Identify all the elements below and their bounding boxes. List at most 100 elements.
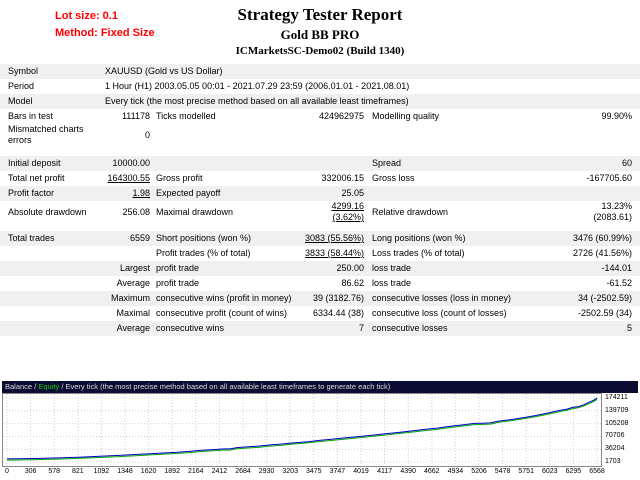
row-value: 3833 (58.44%)	[304, 248, 364, 258]
chart-x-axis: 0 306 578 821 1092 1348 1620 1892 2164 2412 2684 29…	[2, 467, 638, 478]
row-value: 99.90%	[601, 111, 632, 121]
row-label: Loss trades (% of total)	[372, 248, 465, 258]
annotation-overlay: Lot size: 0.1 Method: Fixed Size	[55, 8, 155, 42]
row-label: Initial deposit	[8, 158, 61, 168]
table-row-maximal-consecutive: Maximal consecutive profit (count of win…	[0, 306, 640, 321]
x-axis-label: 2164	[188, 468, 204, 475]
spacer	[0, 146, 640, 156]
row-value: 4299.16 (3.62%)	[331, 201, 364, 222]
table-row-total-trades: Total trades 6559 Short positions (won %…	[0, 231, 640, 246]
row-value: 34 (-2502.59)	[577, 293, 632, 303]
row-value: 6559	[129, 233, 150, 243]
row-label: Maximal	[116, 308, 150, 318]
row-value: 250.00	[336, 263, 364, 273]
x-axis-label: 6023	[542, 468, 558, 475]
row-label: Expected payoff	[156, 188, 221, 198]
table-row-maximum-consecutive: Maximum consecutive wins (profit in mone…	[0, 291, 640, 306]
table-row-period: Period 1 Hour (H1) 2003.05.05 00:01 - 20…	[0, 79, 640, 94]
row-label: profit trade	[156, 263, 200, 273]
chart-body: 174211 139709 105208 70706 36204 1703	[2, 393, 638, 467]
row-label: Model	[8, 96, 33, 106]
row-label: Absolute drawdown	[8, 206, 87, 217]
row-value: 39 (3182.76)	[312, 293, 364, 303]
table-row-largest: Largest profit trade 250.00 loss trade -…	[0, 261, 640, 276]
row-value: 1 Hour (H1) 2003.05.05 00:01 - 2021.07.2…	[105, 81, 410, 91]
row-value: 332006.15	[321, 173, 364, 183]
row-value: 7	[358, 323, 364, 333]
x-axis-label: 1892	[164, 468, 180, 475]
y-axis-label: 1703	[605, 458, 621, 465]
x-axis-label: 3203	[282, 468, 298, 475]
row-label: consecutive losses	[372, 323, 448, 333]
x-axis-label: 4117	[377, 468, 393, 475]
balance-chart: Balance / Equity / Every tick (the most …	[2, 381, 638, 478]
x-axis-label: 1348	[117, 468, 133, 475]
row-label: Mismatched charts errors	[8, 124, 84, 145]
ea-name: Gold BB PRO	[280, 27, 360, 42]
row-value: 2726 (41.56%)	[572, 248, 632, 258]
table-row-net-profit: Total net profit 164300.55 Gross profit …	[0, 171, 640, 186]
chart-svg	[3, 394, 601, 466]
row-value: 1.98	[132, 188, 150, 198]
row-label: Short positions (won %)	[156, 233, 252, 243]
table-row-model: Model Every tick (the most precise metho…	[0, 94, 640, 109]
x-axis-label: 2684	[235, 468, 251, 475]
row-label: Long positions (won %)	[372, 233, 466, 243]
table-row-drawdown: Absolute drawdown 256.08 Maximal drawdow…	[0, 201, 640, 223]
legend-separator: /	[32, 382, 39, 391]
row-label: Profit trades (% of total)	[156, 248, 251, 258]
row-value: 0	[144, 129, 150, 140]
balance-legend-label: Balance	[5, 382, 33, 391]
row-label: Symbol	[8, 66, 39, 76]
x-axis-label: 1620	[140, 468, 157, 475]
x-axis-label: 5206	[471, 468, 487, 475]
row-value: -144.01	[601, 263, 632, 273]
chart-model-description: Every tick (the most precise method base…	[65, 382, 391, 391]
equity-legend-label: Equity	[38, 382, 60, 391]
x-axis-label: 5751	[518, 468, 534, 475]
chart-y-axis: 174211 139709 105208 70706 36204 1703	[602, 393, 638, 467]
x-axis-label: 2412	[211, 468, 228, 475]
table-row-average-consecutive: Average consecutive wins 7 consecutive l…	[0, 321, 640, 336]
row-label: Total net profit	[8, 173, 65, 183]
x-axis-label: 578	[48, 468, 61, 475]
y-axis-label: 174211	[605, 394, 628, 401]
row-label: Relative drawdown	[372, 206, 449, 217]
y-axis-label: 70706	[605, 432, 625, 440]
row-value: 5	[626, 323, 632, 333]
row-label: Total trades	[8, 233, 55, 243]
row-label: Largest	[119, 263, 150, 273]
row-value: 424962975	[318, 111, 364, 121]
row-value: 86.62	[341, 278, 364, 288]
row-label: loss trade	[372, 263, 412, 273]
x-axis-label: 3475	[306, 468, 322, 475]
legend-separator: /	[59, 382, 66, 391]
chart-legend-bar: Balance / Equity / Every tick (the most …	[2, 381, 638, 393]
x-axis-label: 4390	[400, 468, 416, 475]
row-label: Maximal drawdown	[156, 206, 234, 217]
row-value: 111178	[121, 111, 150, 121]
x-axis-label: 2930	[258, 468, 275, 475]
row-value: 6334.44 (38)	[312, 308, 364, 318]
table-row-profit-factor: Profit factor 1.98 Expected payoff 25.05	[0, 186, 640, 201]
spacer	[0, 223, 640, 231]
row-label: Average	[116, 323, 150, 333]
row-value: Every tick (the most precise method base…	[105, 96, 409, 106]
row-label: consecutive profit (count of wins)	[156, 308, 288, 318]
x-axis-label: 4662	[424, 468, 440, 475]
x-axis-label: 6568	[589, 468, 605, 475]
row-label: Gross profit	[156, 173, 203, 183]
y-axis-label: 36204	[605, 445, 625, 453]
row-label: consecutive wins (profit in money)	[156, 293, 292, 303]
server-build: ICMarketsSC-Demo02 (Build 1340)	[235, 45, 405, 57]
row-label: Gross loss	[372, 173, 415, 183]
row-value: -167705.60	[586, 173, 632, 183]
x-axis-label: 821	[71, 468, 84, 475]
table-row-deposit: Initial deposit 10000.00 Spread 60	[0, 156, 640, 171]
report-title: Strategy Tester Report	[237, 5, 403, 24]
table-row-mismatched: Mismatched charts errors 0	[0, 124, 640, 146]
x-axis-label: 4019	[353, 468, 369, 475]
x-axis-label: 3747	[329, 468, 346, 475]
table-row-average-trade: Average profit trade 86.62 loss trade -6…	[0, 276, 640, 291]
x-axis-label: 306	[24, 468, 37, 475]
